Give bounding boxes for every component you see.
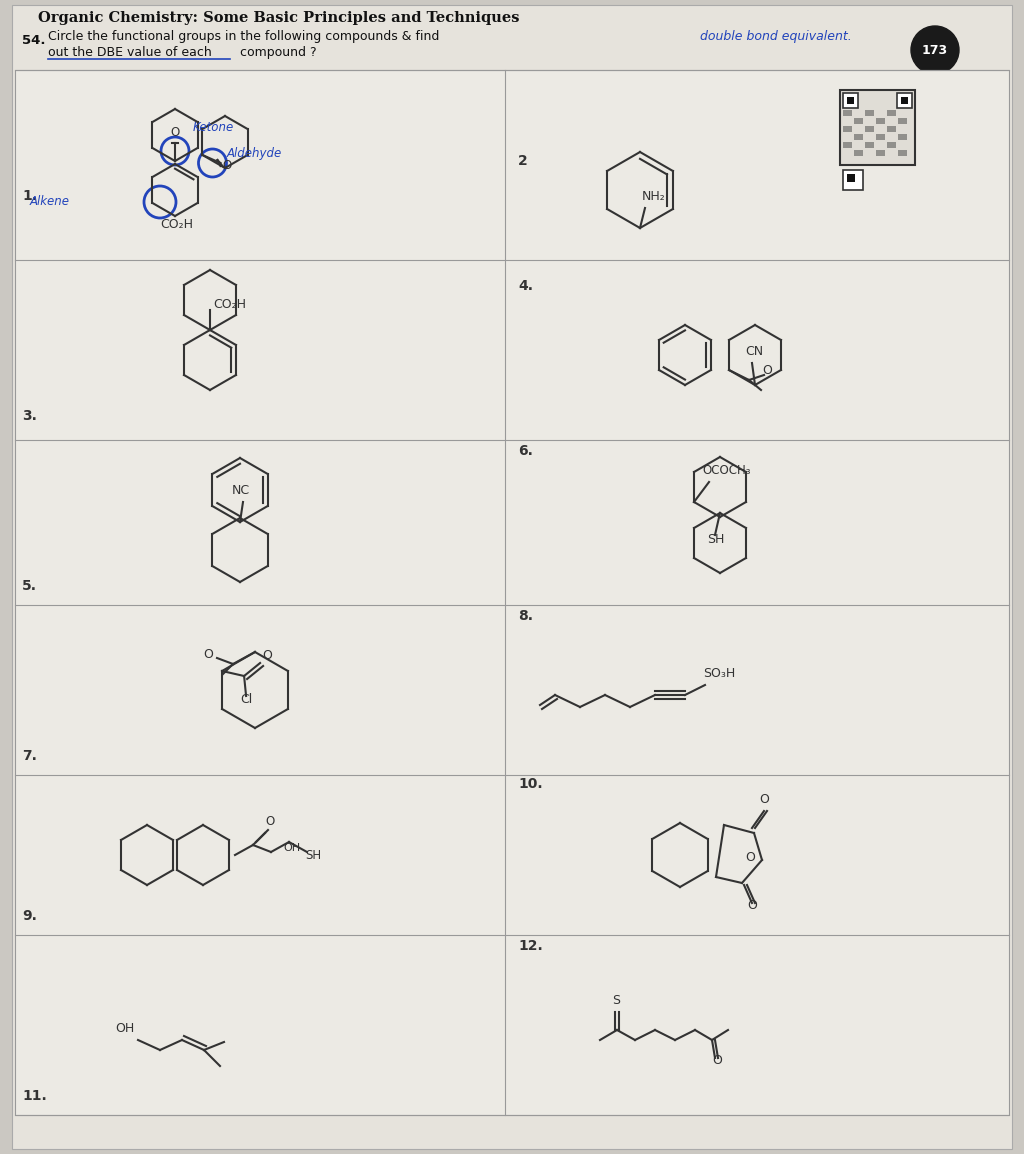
Text: OCOCH₃: OCOCH₃	[702, 464, 751, 477]
Text: O: O	[203, 649, 213, 661]
Text: 1.: 1.	[22, 189, 37, 203]
Text: Organic Chemistry: Some Basic Principles and Techniques: Organic Chemistry: Some Basic Principles…	[38, 12, 519, 25]
Text: CO₂H: CO₂H	[161, 218, 194, 231]
Text: O: O	[265, 815, 274, 829]
Text: O: O	[170, 126, 179, 138]
Bar	[854, 150, 863, 156]
Text: 11.: 11.	[22, 1089, 47, 1103]
Bar	[865, 110, 874, 117]
Bar	[898, 134, 907, 140]
Bar	[843, 126, 852, 132]
Text: O: O	[262, 649, 272, 662]
Text: SO₃H: SO₃H	[703, 667, 735, 680]
Bar	[847, 174, 855, 182]
Text: NH₂: NH₂	[642, 190, 666, 203]
Bar	[897, 93, 912, 108]
Text: 8.: 8.	[518, 609, 534, 623]
Text: 9.: 9.	[22, 909, 37, 923]
Text: out the DBE value of each: out the DBE value of each	[48, 46, 212, 59]
Bar	[854, 118, 863, 123]
Text: 173: 173	[922, 44, 948, 57]
Text: O: O	[745, 850, 755, 864]
Text: SH: SH	[305, 849, 322, 862]
Bar	[854, 134, 863, 140]
Text: Alkene: Alkene	[30, 195, 70, 208]
Bar	[898, 150, 907, 156]
Text: O: O	[712, 1054, 722, 1067]
Text: Cl: Cl	[240, 694, 252, 706]
Bar	[876, 150, 885, 156]
Text: 3.: 3.	[22, 409, 37, 424]
Text: NC: NC	[232, 484, 250, 497]
Bar	[843, 170, 863, 190]
Bar	[843, 142, 852, 148]
Bar	[887, 126, 896, 132]
Bar	[865, 142, 874, 148]
Circle shape	[911, 27, 959, 74]
Text: O: O	[222, 159, 231, 172]
Bar	[843, 110, 852, 117]
Bar	[887, 142, 896, 148]
Bar	[865, 126, 874, 132]
Text: double bond equivalent.: double bond equivalent.	[700, 30, 852, 43]
Text: 5.: 5.	[22, 579, 37, 593]
Text: 2: 2	[518, 153, 527, 168]
Text: Aldehyde: Aldehyde	[226, 147, 282, 160]
Bar	[847, 97, 854, 104]
Bar	[876, 118, 885, 123]
Text: 54.: 54.	[22, 33, 45, 47]
Bar	[876, 134, 885, 140]
Text: 10.: 10.	[518, 777, 543, 790]
Text: CN: CN	[745, 345, 763, 358]
Text: Ketone: Ketone	[193, 121, 234, 134]
Text: 4.: 4.	[518, 279, 534, 293]
Text: OH: OH	[283, 844, 300, 853]
Bar	[901, 97, 908, 104]
Text: S: S	[612, 994, 620, 1007]
Text: O: O	[762, 364, 772, 377]
Text: OH: OH	[115, 1022, 134, 1035]
Text: SH: SH	[707, 533, 724, 546]
Text: 6.: 6.	[518, 444, 532, 458]
Text: 7.: 7.	[22, 749, 37, 763]
Bar	[840, 90, 915, 165]
Text: compound ?: compound ?	[240, 46, 316, 59]
Text: CO₂H: CO₂H	[213, 298, 246, 310]
Text: 12.: 12.	[518, 939, 543, 953]
Text: O: O	[746, 899, 757, 912]
Text: Circle the functional groups in the following compounds & find: Circle the functional groups in the foll…	[48, 30, 439, 43]
Bar	[843, 93, 858, 108]
Text: O: O	[759, 793, 769, 805]
Bar	[898, 118, 907, 123]
Bar	[887, 110, 896, 117]
